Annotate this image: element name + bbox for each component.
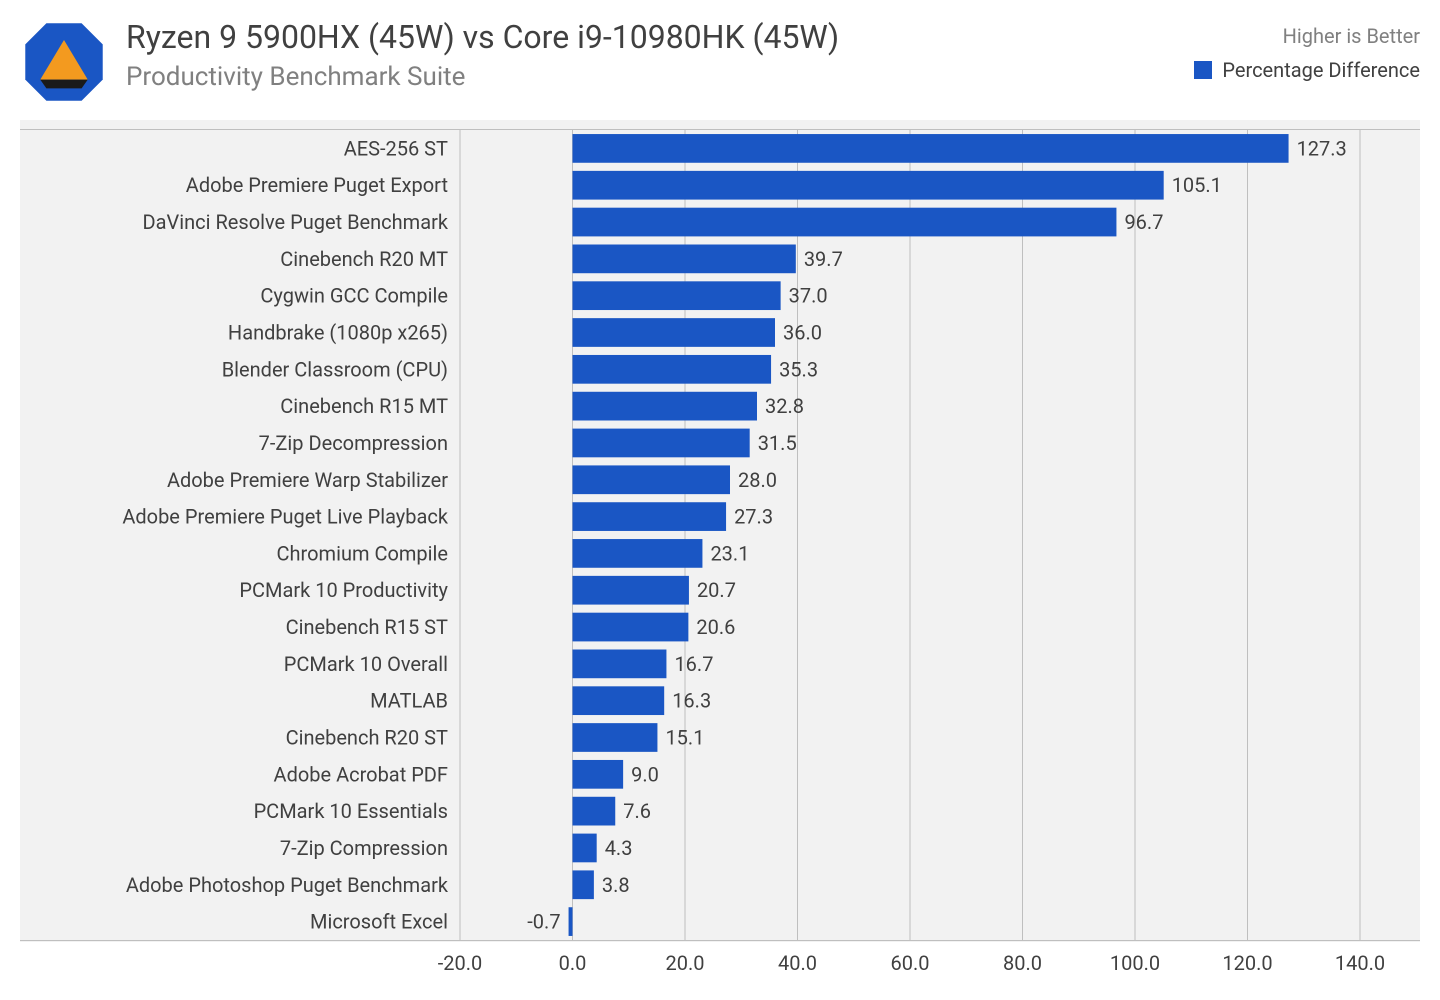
- category-label: 7-Zip Decompression: [259, 431, 448, 455]
- bar: [573, 650, 667, 679]
- x-tick-label: 40.0: [778, 951, 817, 975]
- value-label: 37.0: [789, 284, 828, 308]
- value-label: 16.3: [672, 689, 711, 713]
- value-label: 36.0: [783, 321, 822, 345]
- category-label: Adobe Acrobat PDF: [274, 762, 448, 786]
- chart-area: -20.0 0.0 20.0 40.0 60.0 80.0 100.0 120.0 140.0 A…: [20, 120, 1420, 985]
- category-label: AES-256 ST: [344, 136, 448, 160]
- bar: [573, 392, 758, 421]
- category-label: Chromium Compile: [277, 541, 448, 565]
- value-label: 9.0: [631, 762, 659, 786]
- value-label: 20.7: [697, 578, 736, 602]
- title-block: Ryzen 9 5900HX (45W) vs Core i9-10980HK …: [126, 18, 1176, 92]
- bar: [573, 134, 1289, 163]
- x-tick-label: -20.0: [438, 951, 483, 975]
- x-tick-label: 140.0: [1335, 951, 1385, 975]
- bar: [573, 870, 594, 899]
- chart-subtitle: Productivity Benchmark Suite: [126, 62, 1176, 92]
- category-label: PCMark 10 Essentials: [254, 799, 448, 823]
- value-label: 3.8: [602, 873, 630, 897]
- chart-svg: -20.0 0.0 20.0 40.0 60.0 80.0 100.0 120.0 140.0 A…: [20, 120, 1420, 985]
- bar: [573, 723, 658, 752]
- value-label: 96.7: [1124, 210, 1163, 234]
- x-tick-label: 80.0: [1003, 951, 1042, 975]
- value-label: 4.3: [605, 836, 633, 860]
- bar: [573, 834, 597, 863]
- logo: [20, 18, 108, 106]
- category-label: PCMark 10 Productivity: [239, 578, 448, 602]
- bar: [569, 907, 573, 936]
- x-tick-label: 0.0: [559, 951, 587, 975]
- bar: [573, 429, 750, 458]
- category-label: Cinebench R15 ST: [286, 615, 448, 639]
- bar: [573, 797, 616, 826]
- value-label: 28.0: [738, 468, 777, 492]
- category-label: Cygwin GCC Compile: [260, 284, 448, 308]
- bar: [573, 318, 776, 347]
- category-label: PCMark 10 Overall: [284, 652, 448, 676]
- value-label: 39.7: [804, 247, 843, 271]
- bar: [573, 355, 772, 384]
- bar: [573, 686, 665, 715]
- category-label: Microsoft Excel: [310, 910, 448, 934]
- higher-is-better-note: Higher is Better: [1194, 24, 1420, 48]
- x-tick-label: 100.0: [1110, 951, 1160, 975]
- category-label: Handbrake (1080p x265): [228, 321, 448, 345]
- value-label: 15.1: [665, 726, 704, 750]
- category-label: Adobe Premiere Warp Stabilizer: [167, 468, 448, 492]
- bar: [573, 613, 689, 642]
- bar: [573, 539, 703, 568]
- bar: [573, 576, 689, 605]
- category-label: Cinebench R20 MT: [280, 247, 448, 271]
- category-label: 7-Zip Compression: [280, 836, 448, 860]
- value-label: 31.5: [758, 431, 797, 455]
- plot-bg: [20, 120, 1420, 942]
- bar: [573, 171, 1164, 200]
- header: Ryzen 9 5900HX (45W) vs Core i9-10980HK …: [20, 18, 1420, 120]
- value-label: 23.1: [710, 541, 749, 565]
- value-label: 16.7: [674, 652, 713, 676]
- legend-row: Percentage Difference: [1194, 58, 1420, 82]
- value-label: 127.3: [1297, 136, 1347, 160]
- chart-title: Ryzen 9 5900HX (45W) vs Core i9-10980HK …: [126, 18, 1176, 56]
- category-label: Blender Classroom (CPU): [222, 357, 448, 381]
- value-label: 105.1: [1172, 173, 1222, 197]
- legend: Higher is Better Percentage Difference: [1194, 18, 1420, 82]
- bar: [573, 208, 1117, 237]
- legend-swatch: [1194, 61, 1212, 79]
- value-label: 27.3: [734, 505, 773, 529]
- logo-icon: [20, 18, 108, 106]
- category-label: Cinebench R20 ST: [286, 726, 448, 750]
- value-label: 7.6: [623, 799, 651, 823]
- chart-container: Ryzen 9 5900HX (45W) vs Core i9-10980HK …: [0, 0, 1440, 1000]
- value-label: 32.8: [765, 394, 804, 418]
- value-label: 20.6: [696, 615, 735, 639]
- category-label: Adobe Photoshop Puget Benchmark: [126, 873, 449, 897]
- bar: [573, 502, 727, 531]
- category-label: Cinebench R15 MT: [280, 394, 448, 418]
- category-label: Adobe Premiere Puget Export: [186, 173, 448, 197]
- bar: [573, 760, 624, 789]
- category-label: MATLAB: [370, 689, 448, 713]
- bar: [573, 465, 731, 494]
- category-label: DaVinci Resolve Puget Benchmark: [143, 210, 449, 234]
- legend-label: Percentage Difference: [1222, 58, 1420, 82]
- category-label: Adobe Premiere Puget Live Playback: [122, 505, 449, 529]
- value-label: -0.7: [527, 910, 560, 934]
- bar: [573, 245, 796, 274]
- value-label: 35.3: [779, 357, 818, 381]
- x-tick-label: 60.0: [891, 951, 930, 975]
- x-tick-label: 20.0: [666, 951, 705, 975]
- bar: [573, 281, 781, 310]
- x-tick-label: 120.0: [1222, 951, 1272, 975]
